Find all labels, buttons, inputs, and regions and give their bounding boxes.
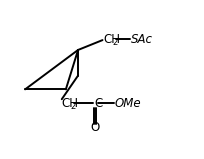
Text: SAc: SAc	[130, 33, 152, 46]
Text: O: O	[90, 121, 99, 134]
Text: 2: 2	[112, 38, 117, 47]
Text: CH: CH	[103, 33, 120, 46]
Text: 2: 2	[70, 102, 75, 111]
Text: OMe: OMe	[114, 97, 140, 110]
Text: C: C	[94, 97, 102, 110]
Text: CH: CH	[61, 97, 78, 110]
